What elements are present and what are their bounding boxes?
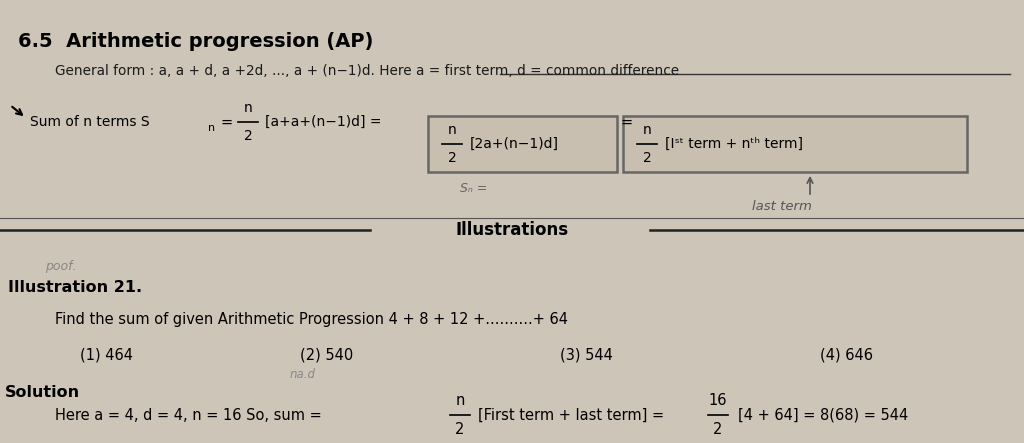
Text: 6.5  Arithmetic progression (AP): 6.5 Arithmetic progression (AP) — [18, 32, 374, 51]
Text: (3) 544: (3) 544 — [560, 348, 613, 363]
Text: (1) 464: (1) 464 — [80, 348, 133, 363]
Text: Find the sum of given Arithmetic Progression 4 + 8 + 12 +..........+ 64: Find the sum of given Arithmetic Progres… — [55, 312, 568, 327]
Text: n: n — [643, 123, 651, 137]
Text: [First term + last term] =: [First term + last term] = — [478, 408, 665, 423]
Text: Illustrations: Illustrations — [456, 221, 568, 239]
FancyBboxPatch shape — [623, 116, 967, 172]
Text: [4 + 64] = 8(68) = 544: [4 + 64] = 8(68) = 544 — [738, 408, 908, 423]
Text: n: n — [244, 101, 252, 115]
Text: [2a+(n−1)d]: [2a+(n−1)d] — [470, 137, 559, 151]
Text: Illustration 21.: Illustration 21. — [8, 280, 142, 295]
Text: 2: 2 — [244, 129, 252, 143]
Text: (2) 540: (2) 540 — [300, 348, 353, 363]
Text: na.d: na.d — [290, 368, 316, 381]
Text: [Iˢᵗ term + nᵗʰ term]: [Iˢᵗ term + nᵗʰ term] — [665, 137, 803, 151]
Text: poof.: poof. — [45, 260, 76, 273]
Text: n: n — [208, 123, 215, 133]
Text: (4) 646: (4) 646 — [820, 348, 873, 363]
Text: Solution: Solution — [5, 385, 80, 400]
Text: =: = — [620, 114, 632, 129]
Text: 16: 16 — [709, 393, 727, 408]
Text: 2: 2 — [447, 151, 457, 165]
Text: Sₙ =: Sₙ = — [460, 182, 487, 195]
Text: General form : a, a + d, a +2d, ..., a + (n−1)d. Here a = first term, d = common: General form : a, a + d, a +2d, ..., a +… — [55, 64, 679, 78]
Text: Sum of n terms S: Sum of n terms S — [30, 115, 150, 129]
Text: n: n — [447, 123, 457, 137]
Text: [a+a+(n−1)d] =: [a+a+(n−1)d] = — [265, 115, 382, 129]
Text: =: = — [220, 114, 232, 129]
Text: Here a = 4, d = 4, n = 16 So, sum =: Here a = 4, d = 4, n = 16 So, sum = — [55, 408, 322, 423]
Text: n: n — [456, 393, 465, 408]
Text: 2: 2 — [643, 151, 651, 165]
FancyBboxPatch shape — [428, 116, 617, 172]
Text: last term: last term — [752, 200, 812, 213]
Text: 2: 2 — [456, 422, 465, 437]
Text: 2: 2 — [714, 422, 723, 437]
